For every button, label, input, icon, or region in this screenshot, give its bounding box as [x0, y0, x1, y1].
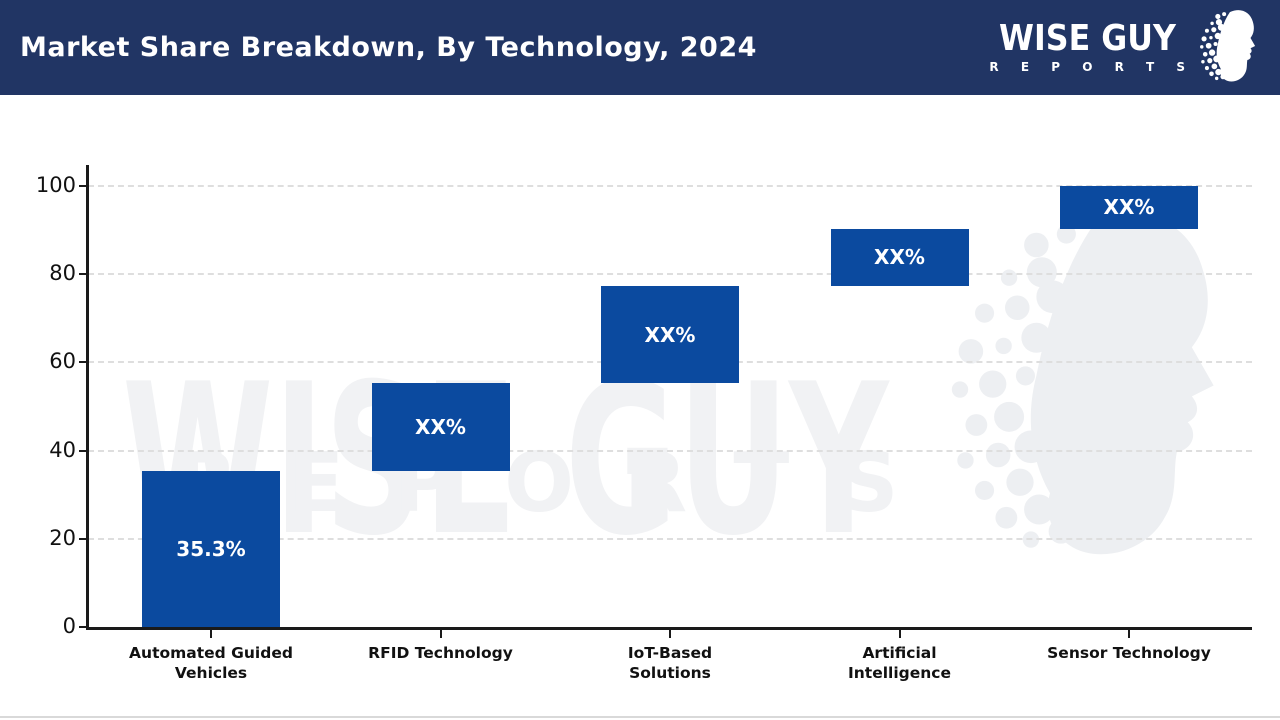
- y-tick-label: 80: [49, 261, 76, 286]
- y-tick-label: 60: [49, 349, 76, 374]
- y-tick-label: 100: [35, 173, 76, 197]
- y-tick-mark: [79, 626, 87, 628]
- x-axis: [86, 627, 1252, 630]
- bar-3: XX%: [601, 286, 739, 384]
- x-tick-mark: [210, 630, 212, 638]
- bar-value-label: XX%: [1103, 195, 1155, 220]
- bar-value-label: XX%: [644, 322, 696, 347]
- wiseguy-logo: WISE GUY R E P O R T S: [980, 5, 1280, 91]
- x-tick-mark: [898, 630, 901, 638]
- x-category-label: Automated Guided Vehicles: [129, 644, 293, 683]
- x-tick-mark: [1128, 630, 1130, 638]
- gridline-40: [88, 449, 1252, 452]
- gridline-80: [88, 273, 1252, 276]
- y-axis: [86, 165, 89, 630]
- bar-value-label: 35.3%: [176, 537, 246, 562]
- bottom-border: [0, 716, 1280, 718]
- logo-wordmark: WISE GUY: [998, 18, 1176, 59]
- y-tick-mark: [79, 537, 87, 540]
- bar-value-label: XX%: [415, 415, 466, 440]
- y-tick-label: 20: [49, 525, 76, 550]
- x-category-label: IoT-Based Solutions: [627, 644, 713, 683]
- bar-2: XX%: [371, 383, 510, 472]
- gridline-20: [88, 537, 1252, 540]
- gridline-100: [88, 185, 1252, 187]
- chart-area: WISE GUY REPORTS 0 20 40 60 80 100 35.3% Automa…: [0, 95, 1280, 718]
- y-tick-mark: [79, 273, 87, 276]
- bar-4: XX%: [830, 228, 969, 287]
- x-category-label: Artificial Intelligence: [847, 644, 951, 683]
- bar-1: 35.3%: [142, 471, 280, 627]
- y-tick-mark: [79, 185, 87, 187]
- logo-face-icon: [1200, 9, 1256, 81]
- y-tick-mark: [79, 449, 87, 452]
- logo-subtext: R E P O R T S: [989, 60, 1194, 74]
- header-bar: Market Share Breakdown, By Technology, 2…: [0, 0, 1280, 95]
- logo-text: WISE GUY R E P O R T S: [980, 18, 1194, 75]
- page-title: Market Share Breakdown, By Technology, 2…: [20, 32, 757, 63]
- bar-5: XX%: [1060, 186, 1198, 229]
- x-tick-mark: [669, 630, 671, 638]
- x-category-label: Sensor Technology: [1047, 644, 1211, 662]
- bar-value-label: XX%: [874, 245, 925, 270]
- y-tick-label: 0: [62, 614, 76, 638]
- x-tick-mark: [439, 630, 442, 638]
- watermark-subtext: REPORTS: [175, 436, 949, 531]
- x-category-label: RFID Technology: [368, 644, 513, 662]
- y-tick-mark: [79, 361, 87, 364]
- y-tick-label: 40: [49, 437, 76, 462]
